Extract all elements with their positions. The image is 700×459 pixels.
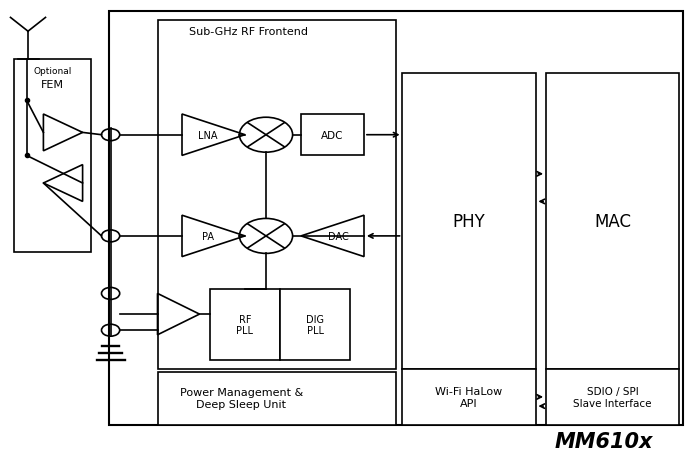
Bar (210, 289, 280, 360)
Bar (158, 21, 396, 369)
Text: FEM: FEM (41, 80, 64, 90)
Text: RF
PLL: RF PLL (237, 314, 253, 336)
Text: PHY: PHY (453, 213, 485, 230)
Text: SDIO / SPI
Slave Interface: SDIO / SPI Slave Interface (573, 386, 652, 408)
Text: PA: PA (202, 231, 214, 241)
Bar (546, 369, 679, 425)
Bar (301, 115, 364, 156)
Text: LNA: LNA (198, 130, 218, 140)
Text: DIG
PLL: DIG PLL (306, 314, 324, 336)
Bar (158, 372, 396, 425)
Bar (402, 369, 536, 425)
Bar (402, 73, 536, 369)
Text: Optional: Optional (34, 67, 71, 76)
Text: MAC: MAC (594, 213, 631, 230)
Text: ADC: ADC (321, 130, 344, 140)
Bar (14, 60, 91, 252)
Text: Power Management &
Deep Sleep Unit: Power Management & Deep Sleep Unit (180, 387, 303, 409)
Bar (546, 73, 679, 369)
Bar (280, 289, 350, 360)
Text: DAC: DAC (328, 231, 349, 241)
Bar (108, 11, 682, 425)
Text: MM610x: MM610x (554, 431, 652, 451)
Text: Wi-Fi HaLow
API: Wi-Fi HaLow API (435, 386, 503, 408)
Text: Sub-GHz RF Frontend: Sub-GHz RF Frontend (189, 27, 308, 37)
